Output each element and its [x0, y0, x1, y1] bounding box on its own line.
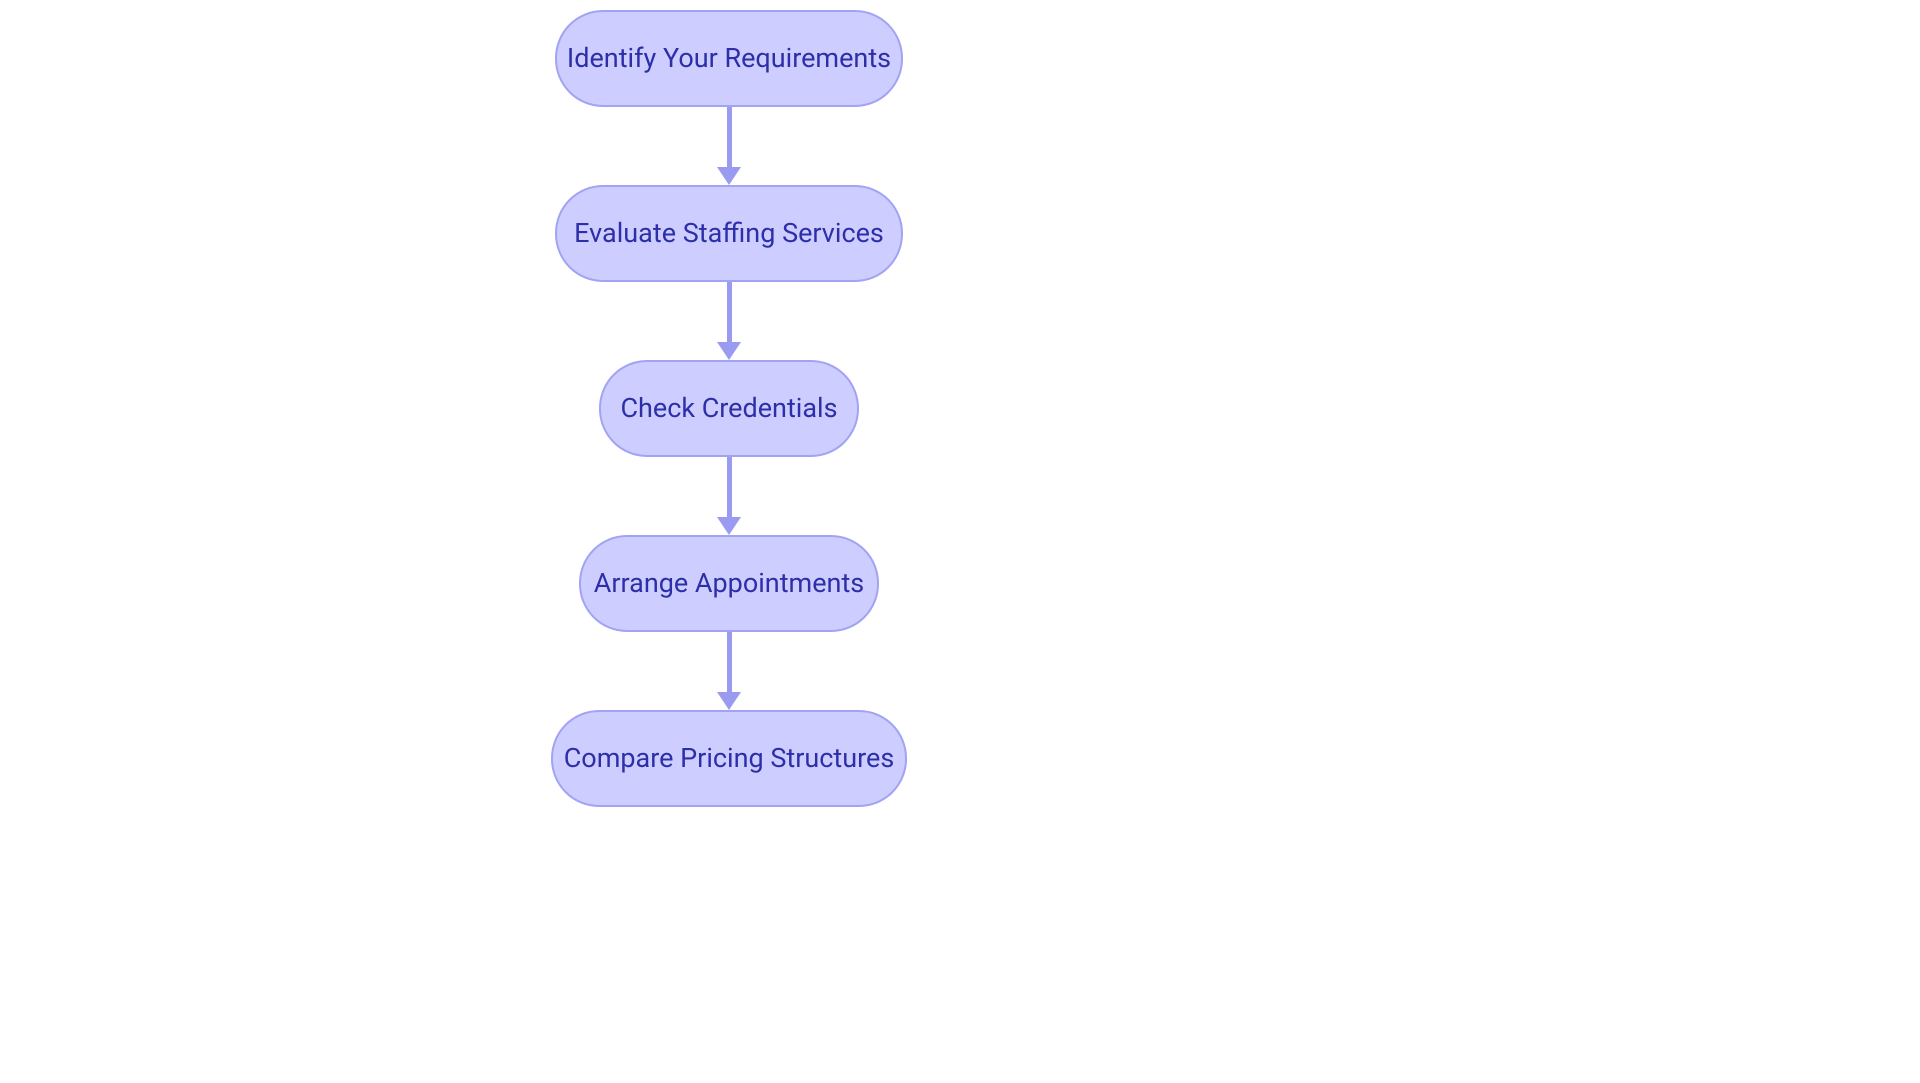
- flowchart-arrow-line: [727, 632, 732, 694]
- flowchart-node-label: Compare Pricing Structures: [564, 742, 895, 774]
- flowchart-node: Compare Pricing Structures: [551, 710, 907, 807]
- flowchart-node-label: Identify Your Requirements: [567, 42, 891, 74]
- flowchart-arrow-head: [717, 692, 741, 710]
- flowchart-node: Check Credentials: [599, 360, 859, 457]
- flowchart-node: Evaluate Staffing Services: [555, 185, 903, 282]
- flowchart-node-label: Arrange Appointments: [594, 567, 864, 599]
- flowchart-arrow-head: [717, 517, 741, 535]
- flowchart-arrow-head: [717, 342, 741, 360]
- flowchart-node-label: Evaluate Staffing Services: [574, 217, 884, 249]
- flowchart-arrow-line: [727, 107, 732, 169]
- flowchart-node: Arrange Appointments: [579, 535, 879, 632]
- flowchart-arrow-line: [727, 282, 732, 344]
- flowchart-node: Identify Your Requirements: [555, 10, 903, 107]
- flowchart-arrow-line: [727, 457, 732, 519]
- flowchart-node-label: Check Credentials: [620, 392, 837, 424]
- flowchart-canvas: Identify Your Requirements Evaluate Staff…: [0, 0, 1920, 1083]
- flowchart-arrow-head: [717, 167, 741, 185]
